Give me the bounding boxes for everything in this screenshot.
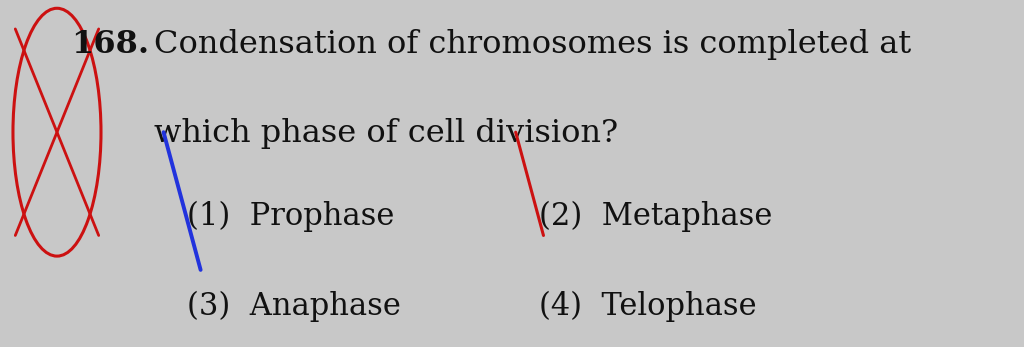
Text: (3)  Anaphase: (3) Anaphase bbox=[186, 290, 400, 322]
Text: 168.: 168. bbox=[71, 29, 150, 60]
Text: (1)  Prophase: (1) Prophase bbox=[186, 201, 394, 232]
Text: (2)  Metaphase: (2) Metaphase bbox=[539, 201, 772, 232]
Text: which phase of cell division?: which phase of cell division? bbox=[155, 118, 618, 150]
Text: (4)  Telophase: (4) Telophase bbox=[539, 290, 757, 322]
Text: Condensation of chromosomes is completed at: Condensation of chromosomes is completed… bbox=[155, 29, 911, 60]
